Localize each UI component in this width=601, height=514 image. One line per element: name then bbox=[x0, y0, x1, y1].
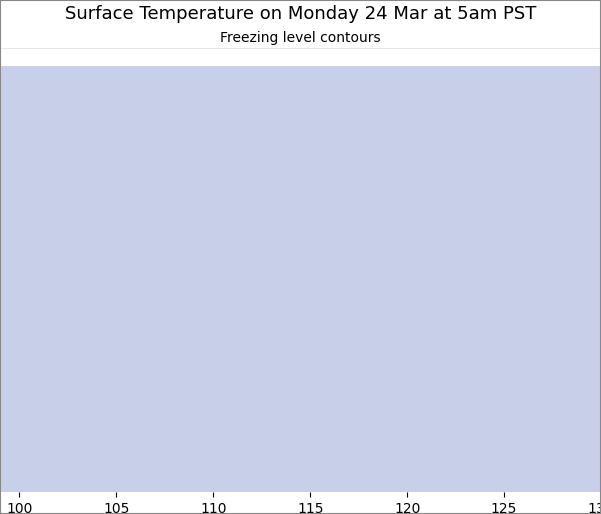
Text: Surface Temperature on Monday 24 Mar at 5am PST: Surface Temperature on Monday 24 Mar at … bbox=[65, 5, 536, 23]
Text: Freezing level contours: Freezing level contours bbox=[220, 31, 381, 45]
